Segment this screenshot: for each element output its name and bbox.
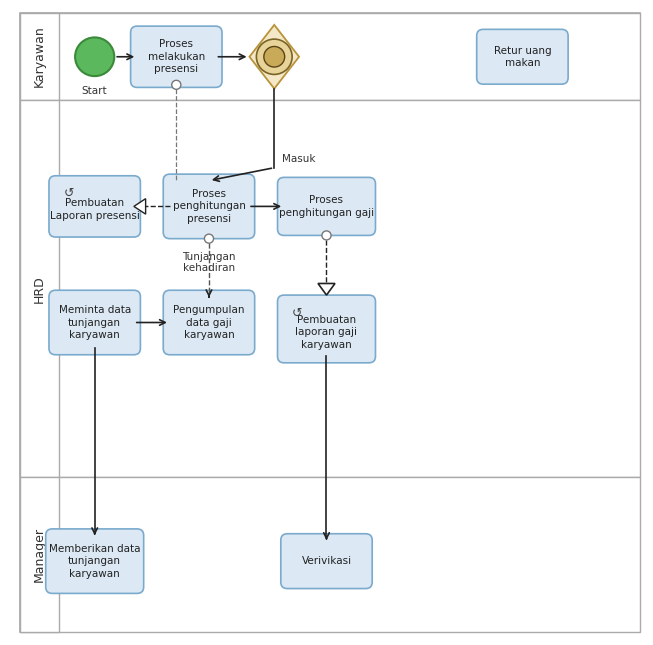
FancyBboxPatch shape <box>20 13 59 100</box>
FancyBboxPatch shape <box>20 100 59 477</box>
FancyBboxPatch shape <box>281 534 372 588</box>
Circle shape <box>75 37 114 76</box>
FancyBboxPatch shape <box>477 29 568 84</box>
Text: Pengumpulan
data gaji
karyawan: Pengumpulan data gaji karyawan <box>173 305 245 340</box>
FancyBboxPatch shape <box>163 174 255 239</box>
FancyBboxPatch shape <box>163 290 255 355</box>
FancyBboxPatch shape <box>20 477 640 632</box>
FancyBboxPatch shape <box>20 13 640 632</box>
FancyBboxPatch shape <box>20 477 59 632</box>
Text: Masuk: Masuk <box>282 154 315 164</box>
Polygon shape <box>134 199 146 214</box>
Text: Pembuatan
Laporan presensi: Pembuatan Laporan presensi <box>50 199 140 221</box>
Text: Karyawan: Karyawan <box>33 26 46 87</box>
FancyBboxPatch shape <box>49 290 140 355</box>
Polygon shape <box>318 284 335 295</box>
Text: Proses
melakukan
presensi: Proses melakukan presensi <box>148 39 205 74</box>
FancyBboxPatch shape <box>49 175 140 237</box>
Circle shape <box>257 39 292 74</box>
Text: Pembuatan
laporan gaji
karyawan: Pembuatan laporan gaji karyawan <box>296 315 357 350</box>
FancyBboxPatch shape <box>20 100 640 477</box>
Text: Memberikan data
tunjangan
karyawan: Memberikan data tunjangan karyawan <box>49 544 140 579</box>
FancyBboxPatch shape <box>46 529 144 593</box>
Text: HRD: HRD <box>33 275 46 303</box>
Text: Proses
penghitungan gaji: Proses penghitungan gaji <box>279 195 374 217</box>
Text: Tunjangan
kehadiran: Tunjangan kehadiran <box>182 252 236 273</box>
Circle shape <box>322 231 331 240</box>
FancyBboxPatch shape <box>131 26 222 87</box>
FancyBboxPatch shape <box>278 177 375 235</box>
Text: Retur uang
makan: Retur uang makan <box>494 46 551 68</box>
Polygon shape <box>249 25 299 88</box>
FancyBboxPatch shape <box>20 13 640 100</box>
Text: Meminta data
tunjangan
karyawan: Meminta data tunjangan karyawan <box>59 305 131 340</box>
Circle shape <box>264 46 285 67</box>
Text: Start: Start <box>82 86 108 96</box>
Text: Proses
penghitungan
presensi: Proses penghitungan presensi <box>172 189 246 224</box>
Text: ↺: ↺ <box>292 307 302 320</box>
Circle shape <box>172 81 181 89</box>
Text: Manager: Manager <box>33 527 46 582</box>
Circle shape <box>204 234 214 243</box>
Text: Verivikasi: Verivikasi <box>302 556 351 566</box>
Text: ↺: ↺ <box>63 187 74 201</box>
FancyBboxPatch shape <box>278 295 375 362</box>
